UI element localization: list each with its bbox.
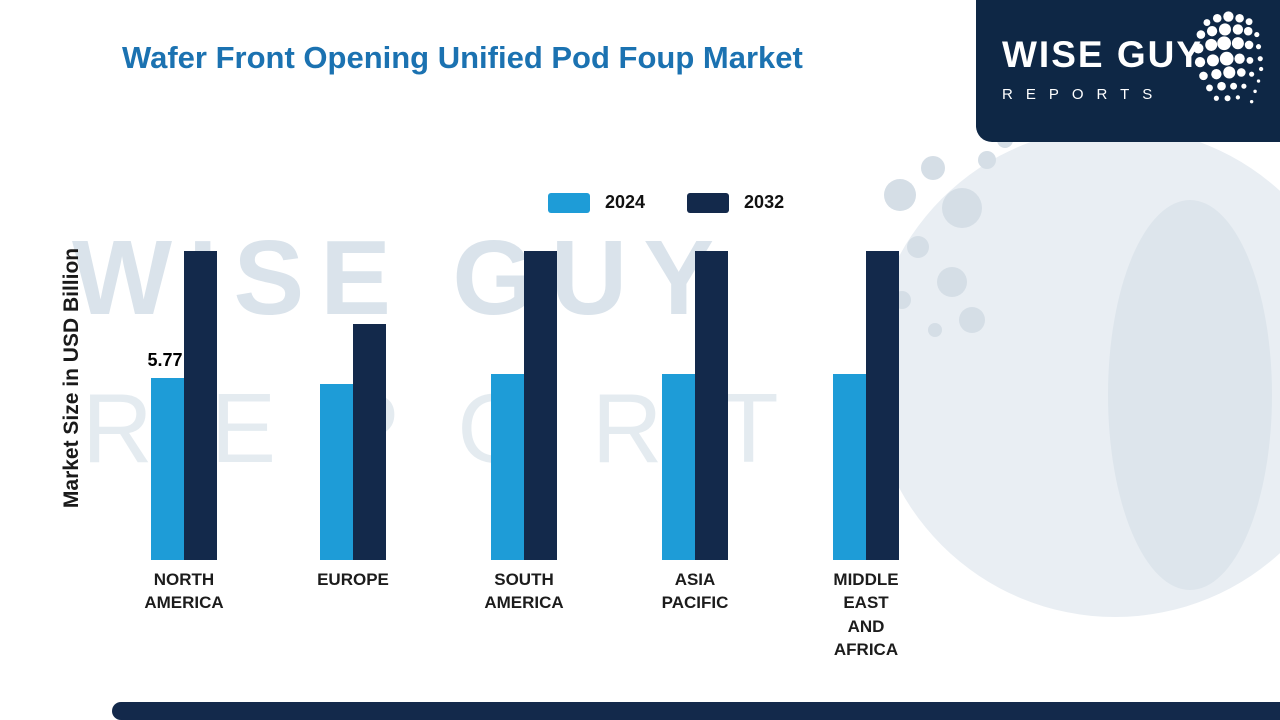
legend-swatch — [687, 192, 730, 213]
bar-2024 — [491, 374, 524, 560]
bar-2024 — [662, 374, 695, 560]
category-label: SOUTH AMERICA — [484, 570, 564, 613]
bar-2032 — [184, 251, 217, 560]
brand-logo-text: WISE GUY REPORTS — [1002, 34, 1203, 103]
bar-group — [320, 323, 386, 560]
legend: 2024 2032 — [548, 192, 784, 213]
legend-label: 2024 — [605, 192, 646, 212]
bar-2024 — [151, 378, 184, 560]
bar-group — [491, 251, 557, 560]
category-label: NORTH AMERICA — [144, 570, 224, 613]
bar-group — [151, 251, 217, 560]
bar-value-label: 5.77 — [147, 350, 183, 371]
brand-logo: WISE GUY REPORTS — [976, 0, 1280, 142]
bar-group — [662, 251, 728, 560]
logo-head-icon — [1193, 11, 1264, 104]
legend-swatch — [548, 192, 590, 213]
bottom-accent-bar — [112, 702, 1280, 720]
bar-2032 — [866, 251, 899, 560]
bar-2024 — [833, 374, 866, 560]
brand-subtitle: REPORTS — [1002, 86, 1166, 103]
legend-label: 2032 — [744, 192, 785, 212]
bar-2032 — [524, 251, 557, 560]
watermark-line1: WISE GUY — [72, 219, 731, 337]
brand-name: WISE GUY — [1002, 34, 1204, 75]
bar-2032 — [353, 323, 386, 560]
chart-title: Wafer Front Opening Unified Pod Foup Mar… — [122, 40, 803, 75]
bar-group — [833, 251, 899, 560]
category-label: ASIA PACIFIC — [661, 570, 729, 613]
category-label: EUROPE — [317, 570, 389, 589]
plot-area: NORTH AMERICA EUROPE SOUTH AMERICA ASIA PACIFI… — [120, 232, 920, 659]
legend-item-2032: 2032 — [687, 192, 784, 213]
y-axis-label: Market Size in USD Billion — [60, 247, 83, 509]
legend-item-2024: 2024 — [548, 192, 645, 213]
bar-2032 — [695, 251, 728, 560]
bar-2024 — [320, 383, 353, 560]
category-label: MIDDLE EAST AND AFRICA — [833, 570, 899, 660]
